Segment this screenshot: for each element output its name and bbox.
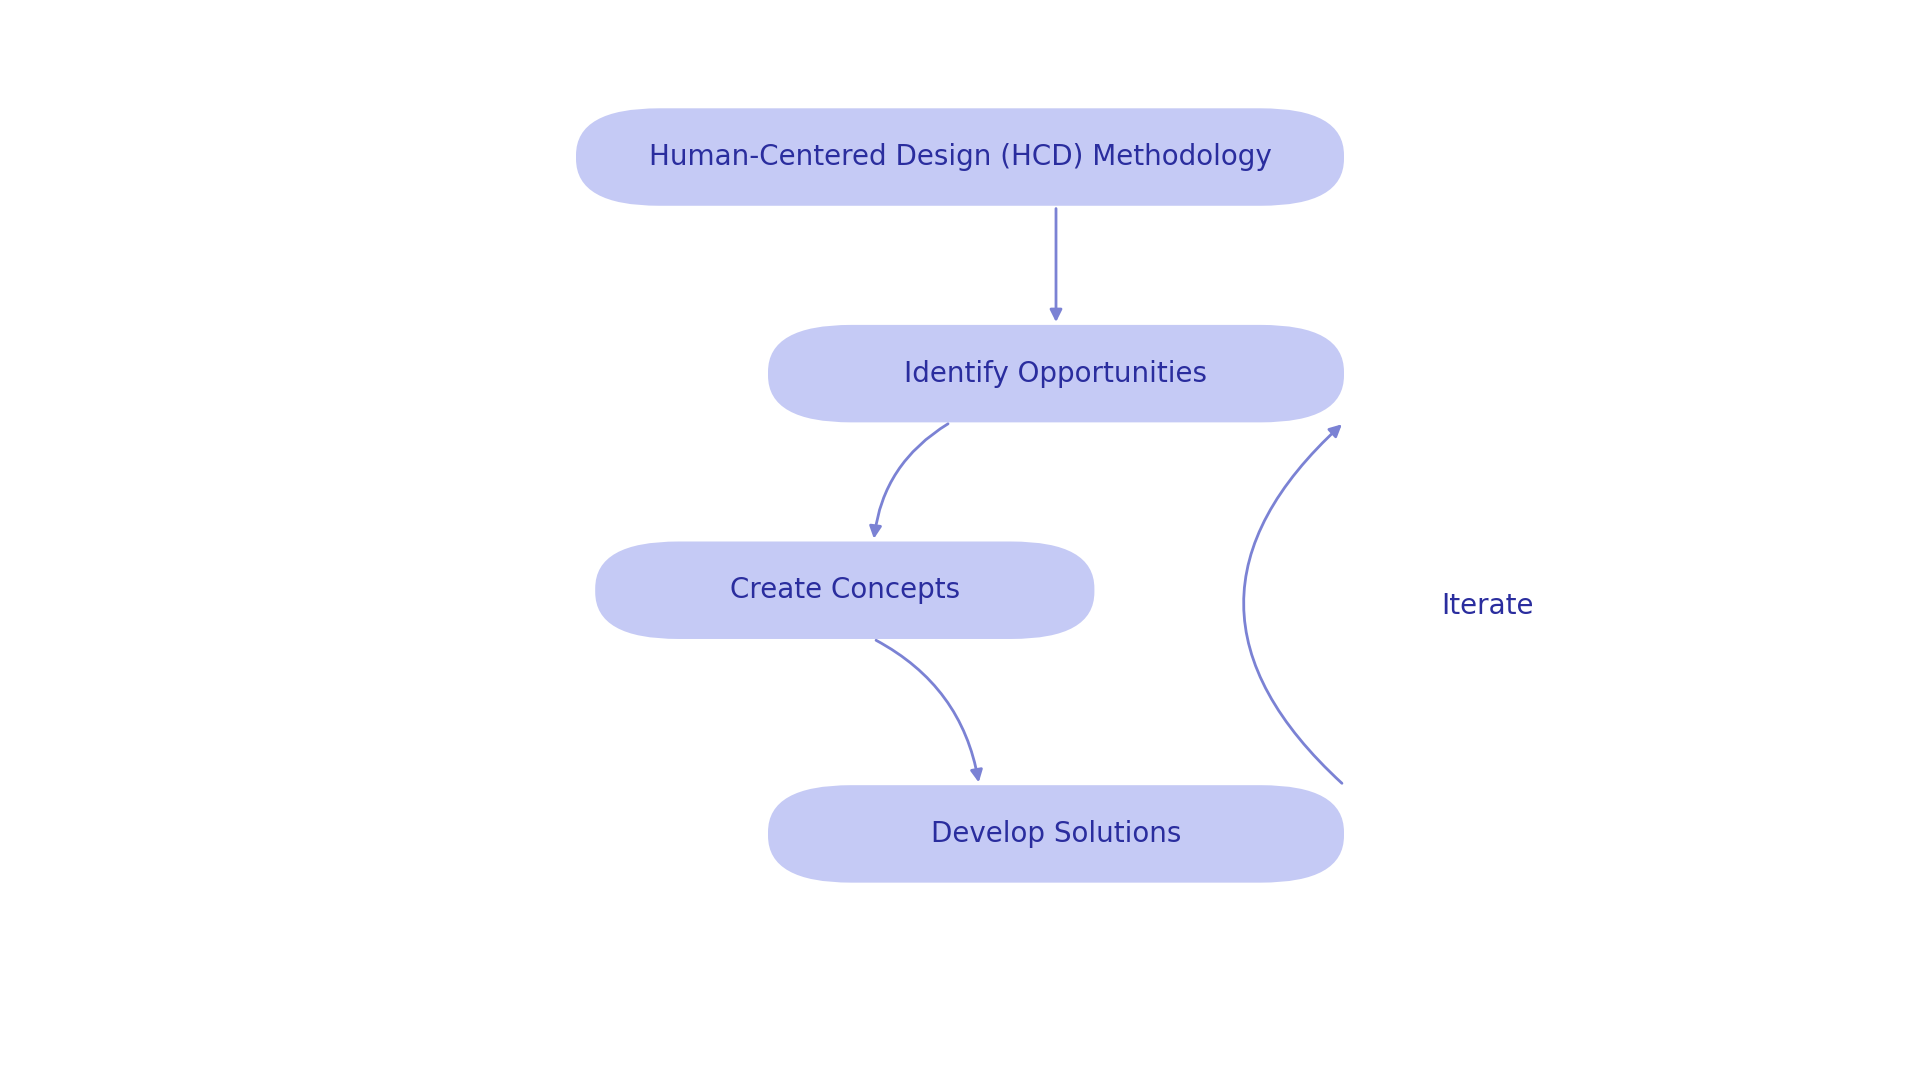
Text: Iterate: Iterate xyxy=(1442,592,1534,621)
FancyBboxPatch shape xyxy=(595,542,1094,639)
Text: Identify Opportunities: Identify Opportunities xyxy=(904,360,1208,388)
Text: Create Concepts: Create Concepts xyxy=(730,576,960,604)
Text: Human-Centered Design (HCD) Methodology: Human-Centered Design (HCD) Methodology xyxy=(649,143,1271,171)
FancyBboxPatch shape xyxy=(768,325,1344,422)
FancyBboxPatch shape xyxy=(576,108,1344,206)
FancyBboxPatch shape xyxy=(768,785,1344,883)
Text: Develop Solutions: Develop Solutions xyxy=(931,820,1181,848)
